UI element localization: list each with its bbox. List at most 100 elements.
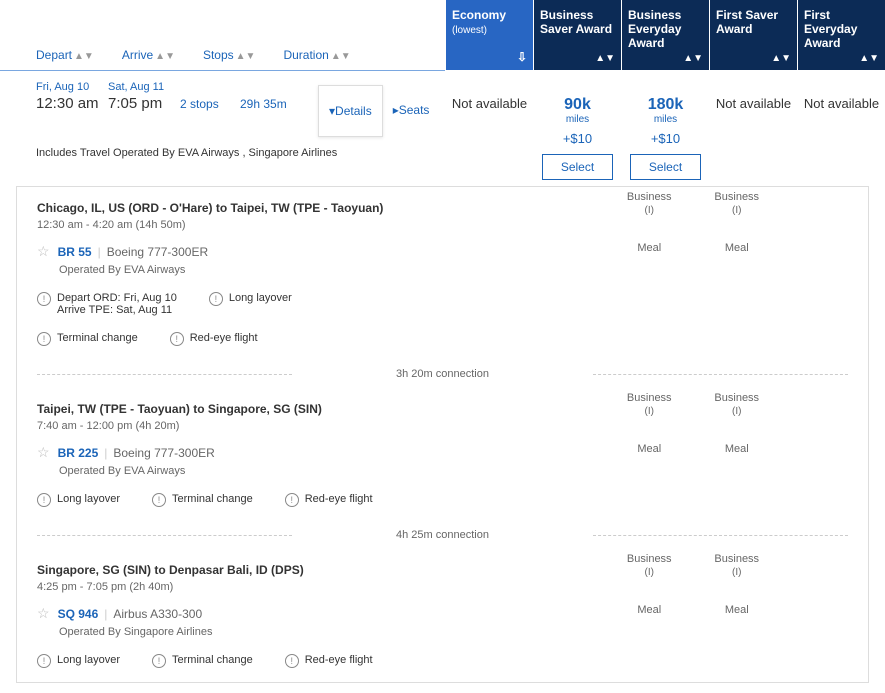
cabin-class: Business	[693, 392, 781, 404]
segment-route: Chicago, IL, US (ORD - O'Hare) to Taipei…	[37, 201, 518, 215]
select-button[interactable]: Select	[630, 154, 701, 180]
operated-by: Operated By Singapore Airlines	[59, 626, 518, 638]
warning-item: !Terminal change	[37, 332, 138, 346]
biz-saver-header[interactable]: Business Saver Award ▲▼	[534, 0, 621, 70]
info-icon: !	[170, 332, 184, 346]
divider: |	[104, 607, 107, 621]
info-icon: !	[152, 493, 166, 507]
fare-col-first-everyday: First Everyday Award ▲▼ Not available	[797, 0, 885, 180]
stops-header[interactable]: Stops▲▼	[203, 48, 255, 62]
select-button[interactable]: Select	[542, 154, 613, 180]
seats-link[interactable]: ▸Seats	[393, 103, 430, 137]
fare-code: (I)	[606, 406, 694, 417]
miles-label: miles	[622, 114, 709, 125]
seg-biz-everyday: Business (I) Meal	[693, 187, 781, 360]
warning-row: !Depart ORD: Fri, Aug 10 Arrive TPE: Sat…	[37, 292, 518, 316]
segment: Taipei, TW (TPE - Taoyuan) to Singapore,…	[17, 388, 518, 521]
seg-first-saver	[781, 388, 869, 521]
cabin-class: Business	[606, 191, 694, 203]
info-icon: !	[152, 654, 166, 668]
meal-label: Meal	[606, 604, 694, 616]
star-icon: ☆	[37, 243, 50, 260]
flight-number[interactable]: SQ 946	[58, 607, 99, 621]
fare-code: (I)	[693, 567, 781, 578]
seg-biz-everyday: Business (I) Meal	[693, 388, 781, 521]
segment-times: 7:40 am - 12:00 pm (4h 20m)	[37, 420, 518, 432]
details-button[interactable]: ▾Details	[318, 85, 383, 137]
arrive-header[interactable]: Arrive▲▼	[122, 48, 175, 62]
info-icon: !	[37, 332, 51, 346]
star-icon: ☆	[37, 444, 50, 461]
info-icon: !	[37, 493, 51, 507]
seg-economy	[518, 549, 606, 682]
warning-item: !Long layover	[37, 654, 120, 668]
warning-item: !Red-eye flight	[170, 332, 258, 346]
first-everyday-cell: Not available	[798, 70, 885, 111]
miles-amount: 90k	[534, 96, 621, 114]
segment-route: Taipei, TW (TPE - Taoyuan) to Singapore,…	[37, 402, 518, 416]
arrive-date: Sat, Aug 11	[108, 81, 180, 93]
download-icon: ⇩	[517, 50, 527, 64]
sort-icon: ▲▼	[859, 53, 879, 64]
depart-col: Fri, Aug 10 12:30 am	[36, 81, 108, 137]
info-icon: !	[37, 654, 51, 668]
meal-label: Meal	[693, 443, 781, 455]
aircraft-type: Boeing 777-300ER	[113, 446, 214, 460]
warning-row: !Long layover!Terminal change!Red-eye fl…	[37, 654, 518, 668]
stops-col: 2 stops	[180, 81, 240, 137]
duration-value: 29h 35m	[240, 97, 318, 111]
plus-amount: +$10	[622, 131, 709, 146]
first-everyday-header[interactable]: First Everyday Award ▲▼	[798, 0, 885, 70]
sort-icon: ▲▼	[74, 51, 94, 62]
warning-item: !Terminal change	[152, 493, 253, 507]
warning-item: !Long layover	[209, 292, 292, 316]
segment-fare-cols: Business (I) Meal Business (I) Meal	[518, 388, 868, 521]
economy-cell: Not available	[446, 70, 533, 111]
flight-number[interactable]: BR 55	[58, 245, 92, 259]
flight-row: Fri, Aug 10 12:30 am Sat, Aug 11 7:05 pm…	[0, 71, 445, 143]
left-pane: Depart▲▼ Arrive▲▼ Stops▲▼ Duration▲▼ Fri…	[0, 0, 445, 180]
seg-economy	[518, 388, 606, 521]
meal-label: Meal	[693, 604, 781, 616]
warning-item: !Depart ORD: Fri, Aug 10 Arrive TPE: Sat…	[37, 292, 177, 316]
warning-item: !Terminal change	[152, 654, 253, 668]
biz-saver-cell: 90k miles +$10 Select	[534, 70, 621, 180]
details-panel: Chicago, IL, US (ORD - O'Hare) to Taipei…	[16, 186, 869, 683]
seg-first-saver	[781, 549, 869, 682]
divider: |	[104, 446, 107, 460]
fare-code: (I)	[693, 205, 781, 216]
first-saver-header[interactable]: First Saver Award ▲▼	[710, 0, 797, 70]
connection-row: 4h 25m connection	[17, 521, 868, 549]
seg-first-saver	[781, 187, 869, 360]
plus-amount: +$10	[534, 131, 621, 146]
arrive-time: 7:05 pm	[108, 95, 180, 112]
meal-label: Meal	[606, 242, 694, 254]
warning-item: !Red-eye flight	[285, 493, 373, 507]
stops-value[interactable]: 2 stops	[180, 97, 240, 111]
seg-biz-saver: Business (I) Meal	[606, 388, 694, 521]
fare-col-economy: Economy(lowest) ⇩ Not available	[445, 0, 533, 180]
segment-times: 4:25 pm - 7:05 pm (2h 40m)	[37, 581, 518, 593]
meal-label: Meal	[606, 443, 694, 455]
economy-header[interactable]: Economy(lowest) ⇩	[446, 0, 533, 70]
seg-biz-saver: Business (I) Meal	[606, 187, 694, 360]
miles-label: miles	[534, 114, 621, 125]
segment-fare-cols: Business (I) Meal Business (I) Meal	[518, 187, 868, 360]
main-container: Depart▲▼ Arrive▲▼ Stops▲▼ Duration▲▼ Fri…	[0, 0, 885, 180]
duration-header[interactable]: Duration▲▼	[283, 48, 350, 62]
sort-icon: ▲▼	[595, 53, 615, 64]
depart-date: Fri, Aug 10	[36, 81, 108, 93]
operated-by: Operated By EVA Airways	[59, 465, 518, 477]
fare-col-first-saver: First Saver Award ▲▼ Not available	[709, 0, 797, 180]
info-icon: !	[285, 654, 299, 668]
depart-header[interactable]: Depart▲▼	[36, 48, 94, 62]
seg-biz-saver: Business (I) Meal	[606, 549, 694, 682]
flight-number[interactable]: BR 225	[58, 446, 99, 460]
segment: Singapore, SG (SIN) to Denpasar Bali, ID…	[17, 549, 518, 682]
seg-economy	[518, 187, 606, 360]
sort-icon: ▲▼	[331, 51, 351, 62]
depart-time: 12:30 am	[36, 95, 108, 112]
meal-label: Meal	[693, 242, 781, 254]
arrive-col: Sat, Aug 11 7:05 pm	[108, 81, 180, 137]
biz-everyday-header[interactable]: Business Everyday Award ▲▼	[622, 0, 709, 70]
